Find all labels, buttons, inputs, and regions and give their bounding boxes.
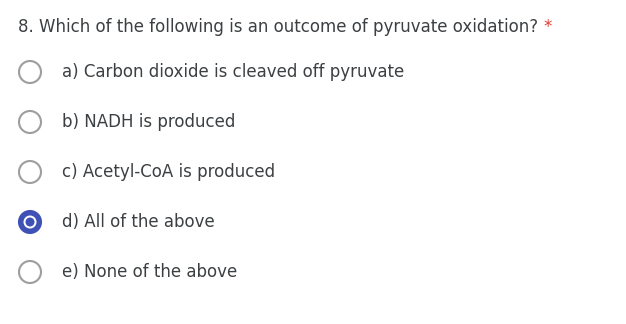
Circle shape — [19, 161, 41, 183]
Text: a) Carbon dioxide is cleaved off pyruvate: a) Carbon dioxide is cleaved off pyruvat… — [62, 63, 404, 81]
Circle shape — [19, 111, 41, 133]
Circle shape — [19, 211, 41, 233]
Text: 8. Which of the following is an outcome of pyruvate oxidation?: 8. Which of the following is an outcome … — [18, 18, 543, 36]
Circle shape — [26, 217, 34, 226]
Text: d) All of the above: d) All of the above — [62, 213, 215, 231]
Text: *: * — [543, 18, 552, 36]
Circle shape — [24, 215, 36, 228]
Text: c) Acetyl-CoA is produced: c) Acetyl-CoA is produced — [62, 163, 275, 181]
Text: e) None of the above: e) None of the above — [62, 263, 237, 281]
Circle shape — [19, 261, 41, 283]
Text: b) NADH is produced: b) NADH is produced — [62, 113, 235, 131]
Circle shape — [19, 61, 41, 83]
